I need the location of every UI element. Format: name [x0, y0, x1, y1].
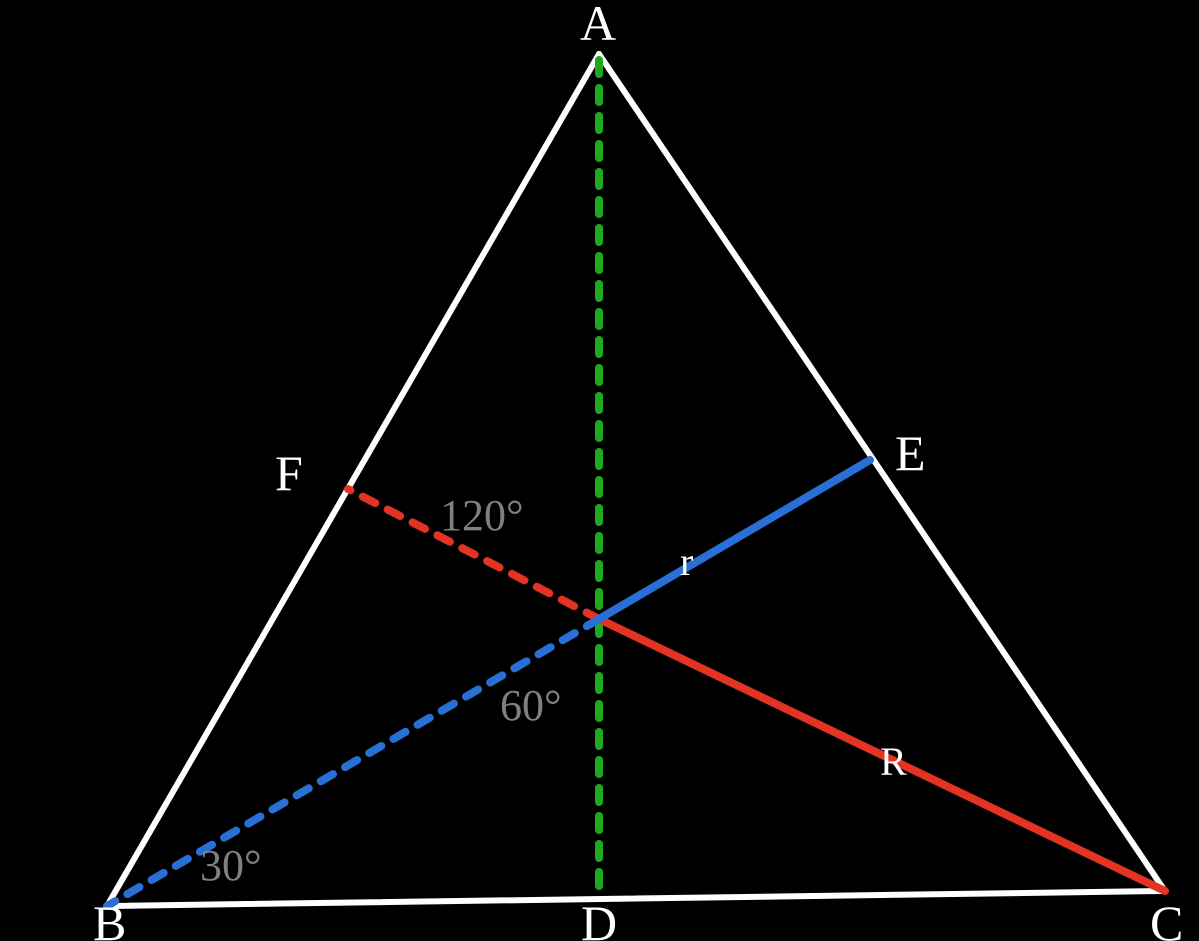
- segment-ob: [107, 619, 599, 906]
- label-d: D: [581, 895, 617, 941]
- label-angle-30: 30°: [200, 841, 262, 890]
- label-c: C: [1150, 895, 1183, 941]
- label-f: F: [275, 445, 303, 501]
- label-r: r: [680, 539, 693, 584]
- label-e: E: [895, 425, 926, 481]
- side-ab: [107, 54, 599, 906]
- label-b: B: [93, 895, 126, 941]
- label-angle-120: 120°: [440, 491, 524, 540]
- segment-eo: [599, 460, 870, 619]
- label-angle-60: 60°: [500, 681, 562, 730]
- label-R-uppercase: R: [880, 739, 907, 784]
- label-a: A: [580, 0, 616, 51]
- side-bc: [107, 891, 1165, 906]
- geometry-diagram: A B C D E F r R 30° 60° 120°: [0, 0, 1199, 941]
